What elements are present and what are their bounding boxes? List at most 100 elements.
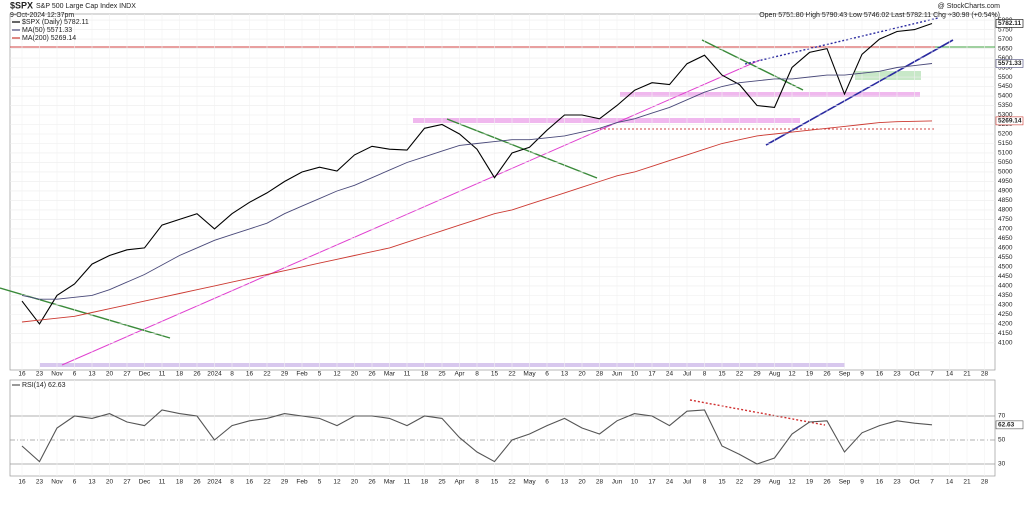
x-tick-label: 14: [946, 371, 954, 378]
x-tick-label: 22: [508, 479, 516, 486]
y-tick-label: 5600: [998, 55, 1013, 62]
x-tick-label: 26: [193, 371, 201, 378]
y-tick-label: 5300: [998, 112, 1013, 119]
x-tick-label: 28: [981, 479, 989, 486]
band: [855, 71, 921, 80]
x-tick-label: 11: [159, 479, 166, 486]
x-tick-label: 22: [736, 479, 744, 486]
rsi-panel: [9, 379, 996, 477]
x-tick-label: 24: [666, 371, 674, 378]
x-tick-label: 20: [578, 371, 586, 378]
x-tick-label: 8: [703, 371, 707, 378]
x-tick-label: 15: [718, 479, 726, 486]
x-tick-label: 16: [18, 371, 26, 378]
y-tick-label: 4850: [998, 197, 1013, 204]
y-tick-label: 5100: [998, 150, 1013, 157]
y-tick-label: 4300: [998, 302, 1013, 309]
x-tick-label: 15: [718, 371, 726, 378]
x-tick-label: 18: [176, 371, 184, 378]
x-tick-label: 22: [508, 371, 516, 378]
x-tick-label: 20: [106, 479, 114, 486]
x-tick-label: 28: [981, 371, 989, 378]
y-tick-label: 4550: [998, 254, 1013, 261]
x-tick-label: Oct: [909, 371, 919, 378]
x-tick-label: 11: [404, 479, 411, 486]
x-tick-label: 27: [123, 479, 131, 486]
x-tick-label: 20: [578, 479, 586, 486]
x-tick-label: 29: [753, 371, 761, 378]
x-tick-label: 25: [438, 371, 446, 378]
value-tag: 5269.14: [998, 118, 1022, 125]
y-tick-label: 5000: [998, 169, 1013, 176]
x-tick-label: 16: [876, 479, 884, 486]
y-tick-label: 5050: [998, 159, 1013, 166]
legend-label: MA(50) 5571.33: [22, 27, 72, 34]
y-tick-label: 50: [998, 437, 1006, 444]
x-tick-label: 26: [823, 371, 831, 378]
x-tick-label: Dec: [139, 479, 151, 486]
y-tick-label: 4800: [998, 207, 1013, 214]
x-tick-label: 15: [491, 479, 499, 486]
x-tick-label: Dec: [139, 371, 151, 378]
x-tick-label: Feb: [296, 479, 308, 486]
trend-line: [765, 39, 954, 146]
x-tick-label: 22: [736, 371, 744, 378]
x-tick-label: 23: [36, 479, 44, 486]
price-panel: [9, 13, 996, 371]
x-tick-label: Aug: [769, 371, 781, 378]
y-tick-label: 4400: [998, 283, 1013, 290]
x-tick-label: Jun: [612, 371, 623, 378]
y-tick-label: 5450: [998, 83, 1013, 90]
y-tick-label: 4950: [998, 178, 1013, 185]
trend-line: [744, 17, 939, 65]
x-tick-label: 8: [703, 479, 707, 486]
y-tick-label: 4700: [998, 226, 1013, 233]
x-tick-label: 8: [230, 371, 234, 378]
x-tick-label: Sep: [839, 371, 851, 378]
y-tick-label: 4100: [998, 340, 1013, 347]
x-tick-label: 23: [893, 371, 901, 378]
series-line: [21, 22, 933, 325]
value-tag: 5571.33: [998, 60, 1022, 67]
x-tick-label: Jul: [683, 371, 692, 378]
x-tick-label: 16: [876, 371, 884, 378]
y-tick-label: 4650: [998, 235, 1013, 242]
x-tick-label: May: [523, 479, 536, 486]
x-tick-label: 10: [631, 479, 639, 486]
x-tick-label: 13: [561, 371, 569, 378]
series-line: [21, 120, 933, 323]
x-tick-label: 15: [491, 371, 499, 378]
x-tick-label: 8: [475, 371, 479, 378]
x-tick-label: Jul: [683, 479, 692, 486]
x-tick-label: Oct: [909, 479, 919, 486]
x-tick-label: 22: [263, 479, 271, 486]
x-tick-label: 24: [666, 479, 674, 486]
value-tag-box: [995, 420, 1024, 430]
y-tick-label: 4350: [998, 292, 1013, 299]
watermark: @ StockCharts.com: [938, 3, 1001, 10]
x-tick-label: 23: [893, 479, 901, 486]
x-tick-label: 26: [823, 479, 831, 486]
x-tick-label: 23: [36, 371, 44, 378]
x-tick-label: May: [523, 371, 536, 378]
y-tick-label: 5500: [998, 74, 1013, 81]
value-tag: 62.63: [998, 422, 1015, 429]
y-tick-label: 4250: [998, 311, 1013, 318]
x-tick-label: 9: [860, 479, 864, 486]
y-tick-label: 4200: [998, 321, 1013, 328]
band: [620, 92, 920, 97]
x-tick-label: 6: [73, 371, 77, 378]
x-tick-label: 13: [88, 371, 96, 378]
x-tick-label: 26: [368, 479, 376, 486]
x-tick-label: 6: [545, 371, 549, 378]
y-tick-label: 4500: [998, 264, 1013, 271]
x-tick-label: 20: [106, 371, 114, 378]
x-tick-label: 16: [246, 371, 254, 378]
x-tick-label: 17: [648, 479, 656, 486]
x-tick-label: 18: [421, 479, 429, 486]
x-tick-label: 19: [806, 479, 814, 486]
y-tick-label: 5750: [998, 26, 1013, 33]
x-tick-label: 28: [596, 479, 604, 486]
legend-label: $SPX (Daily) 5782.11: [22, 19, 89, 26]
